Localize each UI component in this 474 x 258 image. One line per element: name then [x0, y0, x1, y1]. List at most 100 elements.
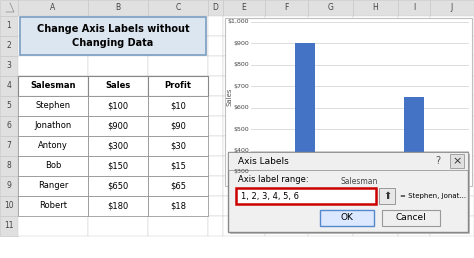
Bar [265, 116, 308, 136]
Bar [308, 216, 353, 236]
Bar [88, 156, 148, 176]
Bar [223, 96, 265, 116]
Bar [88, 56, 148, 76]
Bar [430, 196, 474, 216]
Bar [208, 0, 223, 16]
Bar [353, 176, 398, 196]
Text: A: A [50, 4, 55, 12]
Text: F: F [284, 4, 289, 12]
Bar [353, 136, 398, 156]
Bar [18, 36, 88, 56]
Bar [18, 76, 88, 96]
Bar [398, 96, 430, 116]
Bar [148, 196, 208, 216]
Bar [208, 36, 223, 56]
Bar [18, 96, 88, 116]
Bar [208, 136, 223, 156]
Text: Salesman: Salesman [341, 178, 378, 187]
Text: E: E [242, 4, 246, 12]
Bar [0, 156, 18, 176]
Bar [0, 36, 18, 56]
Bar [353, 16, 398, 36]
Text: Ranger: Ranger [38, 181, 68, 190]
Bar [88, 36, 148, 56]
Bar [353, 56, 398, 76]
Text: ?: ? [436, 156, 440, 166]
Bar [18, 196, 88, 216]
Bar [88, 176, 148, 196]
Bar [308, 36, 353, 56]
Bar [208, 216, 223, 236]
Bar [308, 76, 353, 96]
Bar [223, 0, 265, 16]
Text: $400: $400 [233, 148, 249, 153]
Text: $15: $15 [170, 162, 186, 171]
Text: Sales: Sales [105, 82, 131, 91]
Bar [450, 154, 464, 168]
Bar [88, 136, 148, 156]
Bar [382, 210, 440, 226]
Bar [18, 176, 88, 196]
Bar [0, 76, 18, 96]
Bar [88, 116, 148, 136]
Bar [404, 97, 424, 172]
Bar [223, 76, 265, 96]
Bar [430, 176, 474, 196]
Bar [18, 216, 88, 236]
Bar [430, 0, 474, 16]
Text: $650: $650 [108, 181, 128, 190]
Text: 1: 1 [7, 21, 11, 30]
Text: $900: $900 [233, 41, 249, 46]
Bar [223, 176, 265, 196]
Bar [265, 176, 308, 196]
Bar [308, 56, 353, 76]
Bar [0, 116, 18, 136]
Text: $900: $900 [108, 122, 128, 131]
Text: B: B [116, 4, 120, 12]
Text: 6: 6 [7, 122, 11, 131]
Text: Salesman: Salesman [30, 82, 76, 91]
Bar [398, 36, 430, 56]
Bar [18, 136, 88, 156]
Text: $90: $90 [170, 122, 186, 131]
Bar [223, 216, 265, 236]
Bar [18, 56, 88, 76]
Bar [18, 156, 88, 176]
Text: Axis label range:: Axis label range: [238, 175, 309, 184]
Bar [0, 196, 18, 216]
Bar [148, 76, 208, 96]
Text: 2: 2 [7, 42, 11, 51]
Bar [88, 76, 148, 96]
Bar [223, 156, 265, 176]
Text: ⬆: ⬆ [383, 191, 391, 201]
Bar [148, 136, 208, 156]
Bar [88, 116, 148, 136]
Bar [223, 116, 265, 136]
Bar [353, 116, 398, 136]
Bar [18, 0, 88, 16]
Bar [353, 36, 398, 56]
Text: $100: $100 [108, 101, 128, 110]
Text: $10: $10 [170, 101, 186, 110]
Bar [88, 156, 148, 176]
Bar [230, 154, 470, 234]
Bar [88, 136, 148, 156]
Text: 4: 4 [7, 82, 11, 91]
Text: Bob: Bob [45, 162, 61, 171]
Bar [88, 216, 148, 236]
Text: I: I [413, 4, 415, 12]
Text: 5: 5 [7, 101, 11, 110]
Bar [18, 176, 88, 196]
Bar [265, 96, 308, 116]
Bar [148, 216, 208, 236]
Bar [320, 210, 374, 226]
Text: $500: $500 [233, 127, 249, 132]
Bar [398, 196, 430, 216]
Bar [223, 136, 265, 156]
Bar [398, 156, 430, 176]
Bar [265, 36, 308, 56]
Text: 11: 11 [4, 222, 14, 230]
Bar [208, 116, 223, 136]
Bar [223, 36, 265, 56]
Text: = Stephen, Jonat...: = Stephen, Jonat... [400, 193, 466, 199]
